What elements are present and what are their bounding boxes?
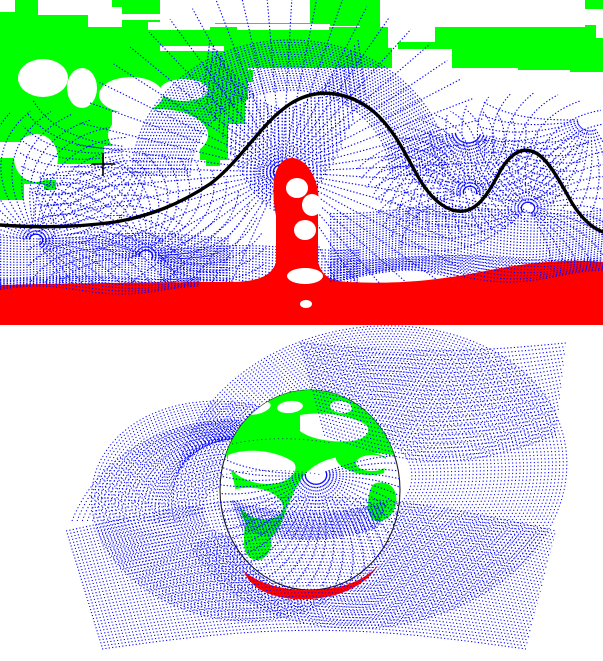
red-region-layer — [0, 158, 603, 325]
equirectangular-projection-panel — [0, 0, 603, 325]
streamlines-over-red — [0, 255, 603, 295]
globe-canvas — [0, 325, 603, 661]
earth-sphere — [219, 389, 401, 600]
land-hole-layer — [0, 0, 585, 182]
red-region-holes — [286, 178, 323, 308]
globe-graticule — [221, 438, 331, 476]
crosshair-marker[interactable] — [92, 153, 115, 176]
black-separatrix-contour — [0, 91, 603, 234]
map-canvas — [0, 0, 603, 325]
red-arc-south-pole — [244, 565, 378, 600]
streamline-torus-front — [65, 342, 567, 650]
red-region-south — [0, 158, 603, 325]
globe-3d-panel — [0, 325, 603, 661]
